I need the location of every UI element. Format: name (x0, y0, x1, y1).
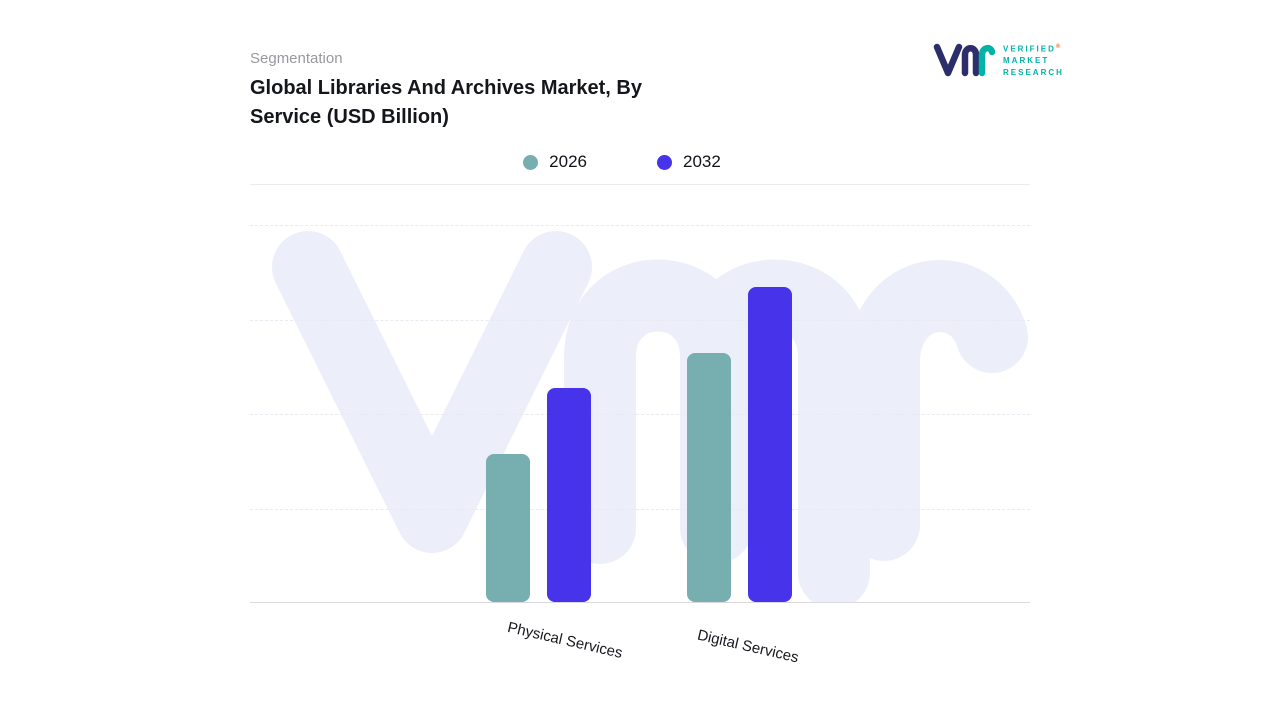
bar-2026-physical-services (486, 453, 530, 602)
bar-group-digital-services (687, 224, 792, 602)
bar-group-physical-services (486, 224, 591, 602)
brand-logo: VERIFIED® MARKET RESEARCH (933, 40, 1064, 80)
gridline (250, 414, 1030, 415)
gridline (250, 319, 1030, 321)
legend-divider (250, 184, 1030, 185)
bar-2032-physical-services (547, 387, 591, 602)
gridline (250, 508, 1030, 510)
legend-dot-2032 (657, 154, 672, 170)
bar-2026-digital-services (687, 353, 731, 602)
legend-item-2026: 2026 (523, 152, 587, 172)
bar-2032-digital-services (748, 287, 792, 602)
legend-dot-2026 (523, 154, 539, 170)
brand-wordmark: VERIFIED® MARKET RESEARCH (1003, 42, 1064, 78)
page-title: Global Libraries And Archives Market, By… (250, 77, 642, 128)
legend-item-2032: 2032 (657, 152, 721, 172)
brand-line-2: MARKET (1003, 56, 1050, 66)
brand-line-3: RESEARCH (1003, 67, 1064, 77)
vmr-logo-icon (933, 43, 995, 77)
x-axis-baseline (250, 602, 1030, 603)
plot-area (250, 225, 1030, 603)
section-eyebrow: Segmentation (250, 50, 343, 67)
gridline (250, 225, 1030, 226)
brand-line-1: VERIFIED (1003, 44, 1056, 54)
x-axis-label-physical-services: Physical Services (505, 618, 625, 663)
legend-label-2032: 2032 (683, 152, 721, 171)
legend-label-2026: 2026 (549, 152, 587, 171)
registered-mark: ® (1055, 43, 1061, 50)
legend: 2026 2032 (232, 147, 1012, 177)
x-axis-label-digital-services: Digital Services (695, 626, 801, 667)
